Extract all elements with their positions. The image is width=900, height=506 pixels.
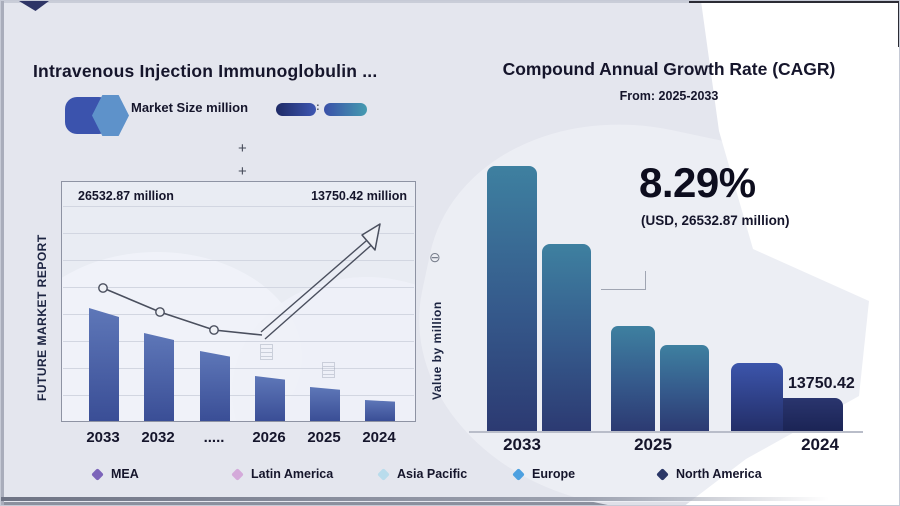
cagr-bar-2033-tall — [487, 166, 537, 431]
ratio-pill-right — [324, 103, 367, 116]
line-marker — [209, 325, 219, 335]
arrow-head-icon — [361, 223, 381, 251]
diamond-icon — [231, 467, 244, 481]
legend-label: Europe — [532, 467, 576, 481]
bar-2024 — [365, 400, 395, 421]
end-value-label: 13750.42 — [788, 375, 855, 392]
x-label-2033: 2033 — [86, 429, 120, 446]
trend-line-svg — [98, 223, 381, 340]
line-marker — [98, 283, 108, 293]
legend-item-asia-pacific: Asia Pacific — [377, 467, 468, 481]
cagr-bar-2033-short — [542, 244, 591, 431]
y-axis-left-label: FUTURE MARKET REPORT — [35, 234, 49, 402]
ratio-separator: : — [316, 101, 320, 113]
value-label-2033: 26532.87 million — [78, 189, 174, 203]
diamond-icon — [91, 467, 104, 481]
x-label-dots: ..... — [203, 429, 225, 446]
market-size-legend-label: Market Size million — [131, 100, 249, 115]
x-label-r-2025: 2025 — [634, 435, 672, 454]
capsule-logo-icon — [65, 95, 129, 136]
arrow-shaft-outer — [260, 234, 374, 333]
frame-right-line — [898, 1, 899, 47]
cagr-title: Compound Annual Growth Rate (CAGR) — [502, 59, 836, 79]
bar-2025 — [310, 387, 340, 421]
cagr-bar-2024-tall — [731, 363, 783, 431]
cagr-bar-2024-short — [783, 398, 843, 431]
legend-item-europe: Europe — [512, 467, 576, 481]
bar-2033 — [89, 308, 119, 421]
trend-line — [102, 287, 263, 336]
corner-accent — [19, 1, 49, 11]
left-chart-title: Intravenous Injection Immunoglobulin ... — [33, 61, 378, 81]
cagr-baseline — [469, 431, 863, 433]
cagr-percentage: 8.29% — [639, 159, 756, 206]
y-axis-right-label: Value by million — [430, 301, 444, 401]
bar-2026 — [255, 376, 285, 421]
legend-label: North America — [676, 467, 762, 481]
x-label-r-2024: 2024 — [801, 435, 839, 454]
legend-label: Latin America — [251, 467, 334, 481]
x-label-2024: 2024 — [362, 429, 396, 446]
legend-item-latin-america: Latin America — [231, 467, 334, 481]
ratio-pill-left — [276, 103, 316, 116]
gridlines — [63, 206, 414, 406]
decorative-bracket — [601, 271, 646, 290]
legend-label: MEA — [111, 467, 139, 481]
bar-dots — [200, 351, 230, 421]
cagr-usd-detail: (USD, 26532.87 million) — [641, 213, 790, 228]
cagr-bar-2025-short — [660, 345, 709, 431]
x-label-r-2033: 2033 — [503, 435, 541, 454]
legend-label: Asia Pacific — [397, 467, 468, 481]
watermark-icon — [260, 344, 273, 360]
x-label-2032: 2032 — [141, 429, 175, 446]
plus-icon[interactable]: + — [238, 140, 247, 157]
minus-icon[interactable]: ⊖ — [429, 249, 441, 265]
cagr-subtitle: From: 2025-2033 — [619, 89, 719, 103]
diamond-icon — [512, 467, 525, 481]
x-label-2025: 2025 — [307, 429, 341, 446]
market-size-chart: 26532.87 million 13750.42 million — [61, 181, 416, 422]
line-marker — [155, 307, 165, 317]
diamond-icon — [656, 467, 669, 481]
frame-top-line — [689, 1, 899, 3]
bar-2032 — [144, 333, 174, 421]
value-label-2024: 13750.42 million — [311, 189, 407, 203]
legend-item-mea: MEA — [91, 467, 139, 481]
plus-icon[interactable]: + — [238, 163, 247, 180]
cagr-bar-2025-tall — [611, 326, 655, 431]
watermark-icon — [322, 362, 335, 378]
legend-item-north-america: North America — [656, 467, 762, 481]
arrow-shaft-inner — [264, 240, 377, 340]
x-label-2026: 2026 — [252, 429, 286, 446]
diamond-icon — [377, 467, 390, 481]
frame-bottom-line — [1, 497, 899, 501]
